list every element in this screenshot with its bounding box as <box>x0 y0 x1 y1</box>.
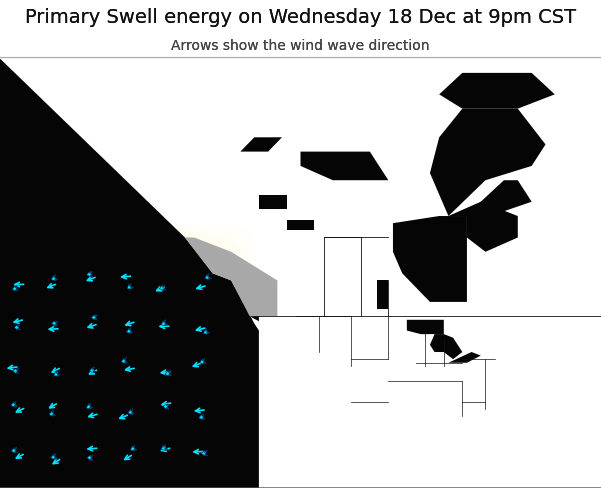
Polygon shape <box>0 59 259 488</box>
Polygon shape <box>448 352 481 363</box>
Polygon shape <box>240 137 282 152</box>
Polygon shape <box>240 302 259 321</box>
Polygon shape <box>393 216 467 302</box>
Polygon shape <box>185 238 278 316</box>
Text: Primary Swell energy on Wednesday 18 Dec at 9pm CST: Primary Swell energy on Wednesday 18 Dec… <box>25 8 576 27</box>
Polygon shape <box>453 266 467 302</box>
Polygon shape <box>430 109 546 216</box>
Polygon shape <box>448 180 532 216</box>
Polygon shape <box>259 195 287 209</box>
Text: Arrows show the wind wave direction: Arrows show the wind wave direction <box>171 39 430 53</box>
Polygon shape <box>407 320 444 334</box>
Text: Primary Swell energy on Wednesday 18 Dec at 9pm CST: Primary Swell energy on Wednesday 18 Dec… <box>25 8 576 27</box>
Polygon shape <box>467 202 518 252</box>
Polygon shape <box>300 152 388 180</box>
Polygon shape <box>377 281 388 309</box>
Polygon shape <box>287 220 314 230</box>
Text: Arrows show the wind wave direction: Arrows show the wind wave direction <box>171 39 430 53</box>
Polygon shape <box>439 73 555 109</box>
Polygon shape <box>430 334 462 359</box>
